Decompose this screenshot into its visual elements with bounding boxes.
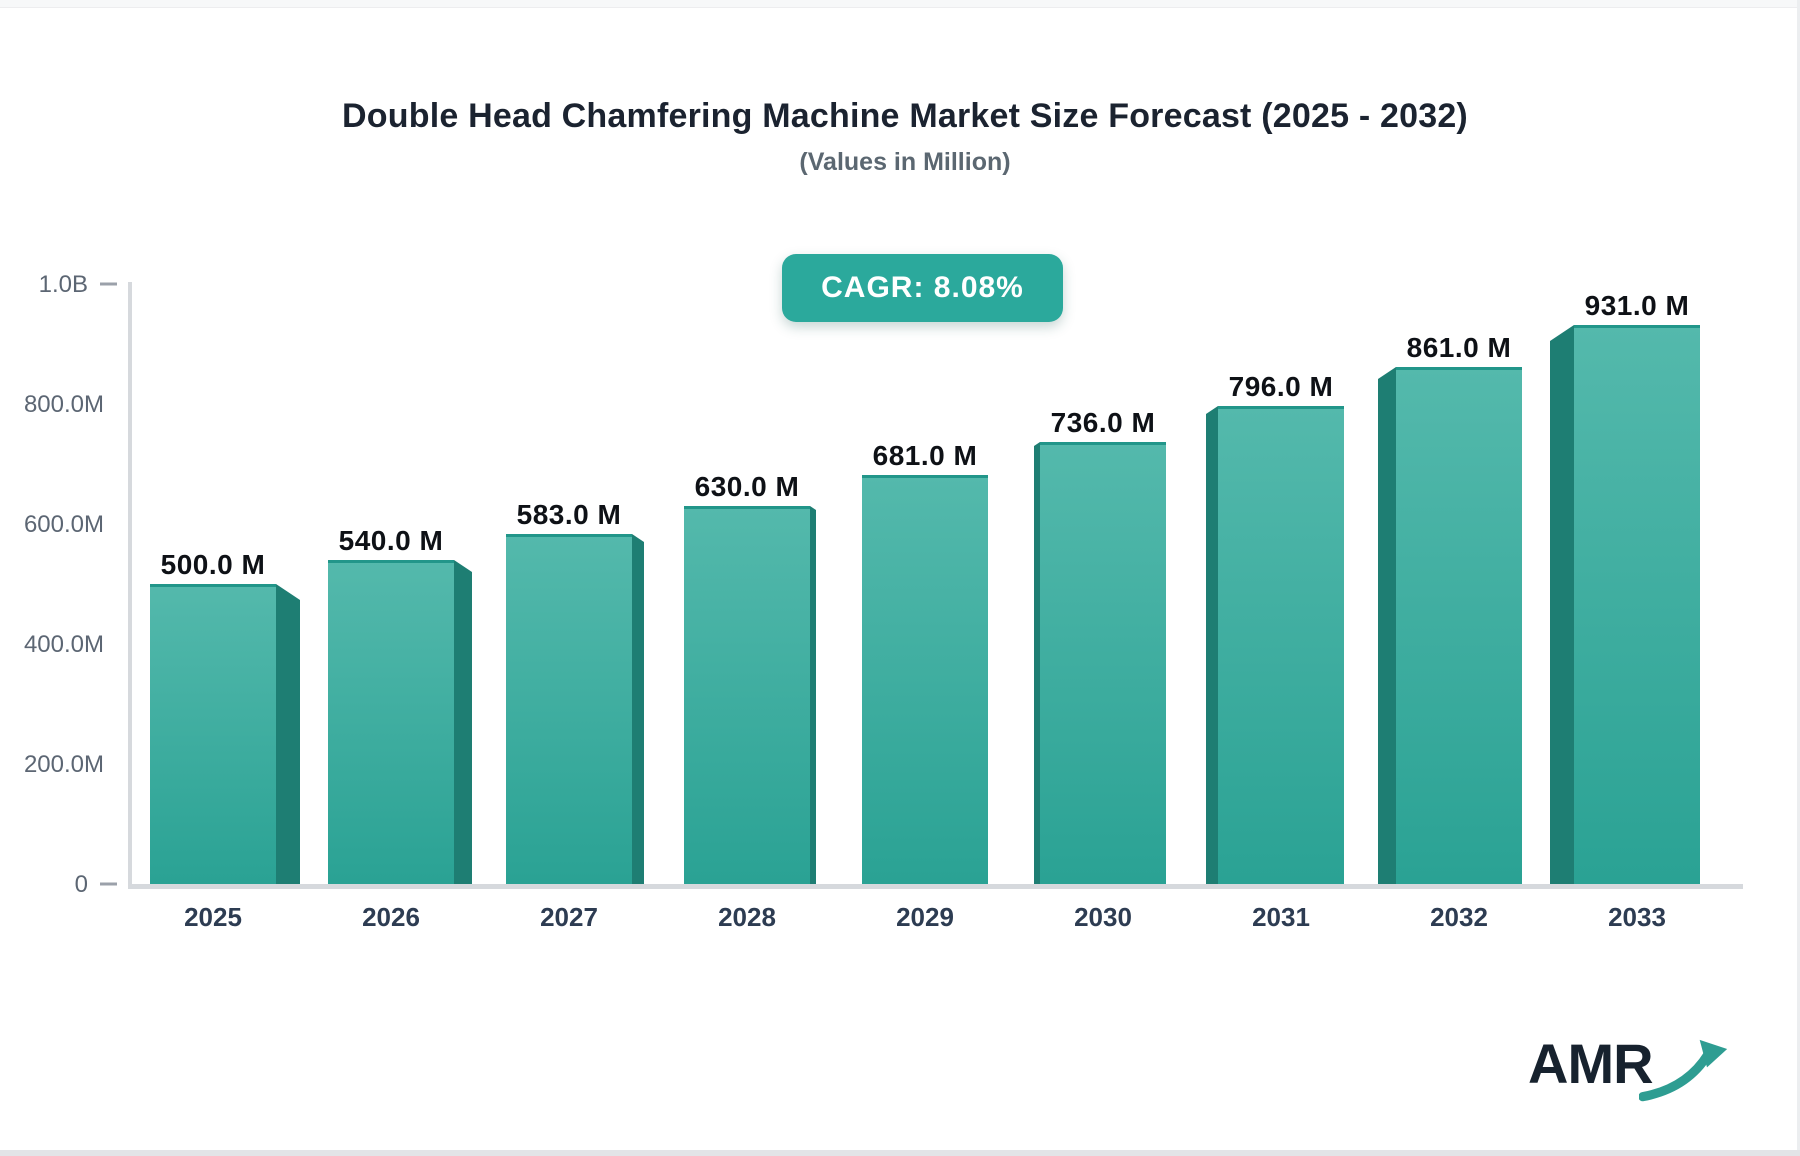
bar-value-label-2028: 630.0 M bbox=[695, 471, 800, 502]
chart-subtitle: (Values in Million) bbox=[799, 148, 1011, 176]
y-tick-label-200.0M: 200.0M bbox=[24, 751, 104, 778]
bar-top-edge bbox=[1218, 406, 1344, 409]
bar-front-face bbox=[1040, 442, 1166, 884]
bar-front-face bbox=[1574, 325, 1700, 884]
bar-value-label-2027: 583.0 M bbox=[517, 499, 622, 530]
bar-value-label-2033: 931.0 M bbox=[1585, 290, 1690, 321]
bar-2031: 796.0 M 2031 bbox=[1206, 371, 1344, 932]
x-tick-label-2025: 2025 bbox=[184, 902, 242, 932]
y-tick-label-800.0M: 800.0M bbox=[24, 391, 104, 418]
bar-front-face bbox=[1218, 406, 1344, 884]
bar-side-face bbox=[276, 584, 300, 884]
bar-value-label-2026: 540.0 M bbox=[339, 525, 444, 556]
bar-front-face bbox=[684, 506, 810, 884]
cagr-badge: CAGR: 8.08% bbox=[782, 254, 1063, 322]
bar-top-edge bbox=[862, 475, 988, 478]
bar-top-edge bbox=[506, 534, 632, 537]
bar-side-face bbox=[1206, 406, 1218, 884]
top-edge-strip bbox=[0, 0, 1800, 8]
bar-2030: 736.0 M 2030 bbox=[1034, 407, 1166, 932]
bar-front-face bbox=[862, 475, 988, 884]
bar-2025: 500.0 M 2025 bbox=[150, 549, 300, 932]
bar-front-face bbox=[328, 560, 454, 884]
x-axis-line bbox=[128, 884, 1743, 889]
x-tick-label-2032: 2032 bbox=[1430, 902, 1488, 932]
bar-value-label-2032: 861.0 M bbox=[1407, 332, 1512, 363]
bar-side-face bbox=[1550, 325, 1574, 884]
bar-2028: 630.0 M 2028 bbox=[684, 471, 816, 932]
bar-side-face bbox=[632, 534, 644, 884]
x-tick-label-2029: 2029 bbox=[896, 902, 954, 932]
amr-logo-text: AMR bbox=[1528, 1032, 1654, 1095]
bar-value-label-2031: 796.0 M bbox=[1229, 371, 1334, 402]
y-tick-label-600.0M: 600.0M bbox=[24, 511, 104, 538]
x-tick-label-2031: 2031 bbox=[1252, 902, 1310, 932]
y-tick-label-400.0M: 400.0M bbox=[24, 631, 104, 658]
bar-side-face bbox=[810, 506, 816, 884]
bar-value-label-2025: 500.0 M bbox=[161, 549, 266, 580]
x-tick-label-2028: 2028 bbox=[718, 902, 776, 932]
bar-side-face bbox=[1378, 367, 1396, 884]
right-edge-strip bbox=[1797, 0, 1800, 1156]
x-tick-label-2027: 2027 bbox=[540, 902, 598, 932]
bottom-edge-strip bbox=[0, 1150, 1800, 1156]
bar-value-label-2030: 736.0 M bbox=[1051, 407, 1156, 438]
y-tick-label-0: 0 bbox=[75, 871, 88, 898]
amr-logo: AMR bbox=[1528, 1036, 1731, 1104]
x-tick-label-2033: 2033 bbox=[1608, 902, 1666, 932]
logo-arrow-icon bbox=[1638, 1039, 1727, 1102]
bar-front-face bbox=[1396, 367, 1522, 884]
bar-2029: 681.0 M 2029 bbox=[862, 440, 988, 932]
bar-top-edge bbox=[684, 506, 810, 509]
bar-side-face bbox=[454, 560, 472, 884]
bar-2033: 931.0 M 2033 bbox=[1550, 290, 1700, 932]
cagr-badge-label: CAGR: 8.08% bbox=[821, 271, 1024, 304]
bar-value-label-2029: 681.0 M bbox=[873, 440, 978, 471]
y-axis-line bbox=[128, 282, 132, 889]
bar-top-edge bbox=[1396, 367, 1522, 370]
bar-front-face bbox=[150, 584, 276, 884]
bar-top-edge bbox=[1040, 442, 1166, 445]
chart-title: Double Head Chamfering Machine Market Si… bbox=[342, 97, 1468, 135]
bar-2032: 861.0 M 2032 bbox=[1378, 332, 1522, 932]
y-tick-label-1.0B: 1.0B bbox=[39, 271, 88, 298]
x-tick-label-2026: 2026 bbox=[362, 902, 420, 932]
bar-2026: 540.0 M 2026 bbox=[328, 525, 472, 932]
bar-side-face bbox=[1034, 442, 1040, 884]
bar-top-edge bbox=[150, 584, 276, 587]
bar-top-edge bbox=[1574, 325, 1700, 328]
bar-top-edge bbox=[328, 560, 454, 563]
bar-front-face bbox=[506, 534, 632, 884]
bar-2027: 583.0 M 2027 bbox=[506, 499, 644, 932]
x-tick-label-2030: 2030 bbox=[1074, 902, 1132, 932]
